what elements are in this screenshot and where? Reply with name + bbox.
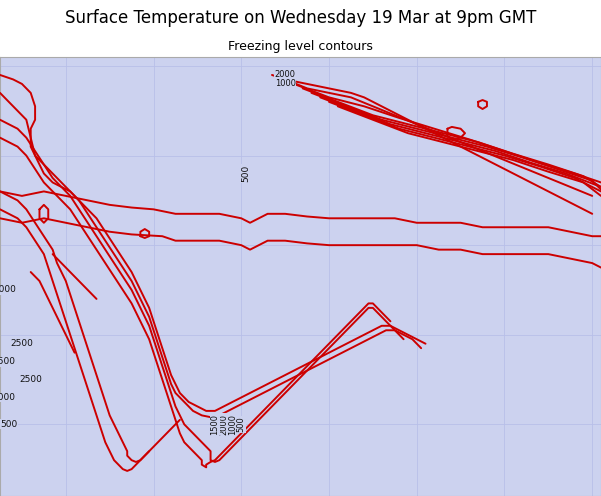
Text: 1000: 1000 bbox=[275, 79, 296, 88]
Text: 1000: 1000 bbox=[228, 414, 237, 435]
Text: 2500: 2500 bbox=[10, 339, 34, 348]
Text: 2500: 2500 bbox=[19, 375, 42, 384]
Text: 2000: 2000 bbox=[0, 286, 16, 295]
Text: 500: 500 bbox=[0, 420, 17, 429]
Text: 1500: 1500 bbox=[210, 414, 219, 435]
Text: 1500: 1500 bbox=[0, 357, 16, 366]
Text: 500: 500 bbox=[241, 165, 250, 182]
Text: 1000: 1000 bbox=[0, 393, 16, 402]
Text: Freezing level contours: Freezing level contours bbox=[228, 40, 373, 53]
Text: 2000: 2000 bbox=[219, 414, 228, 435]
Text: 2000: 2000 bbox=[275, 70, 296, 79]
Text: Surface Temperature on Wednesday 19 Mar at 9pm GMT: Surface Temperature on Wednesday 19 Mar … bbox=[65, 9, 536, 27]
Text: 500: 500 bbox=[237, 417, 246, 432]
